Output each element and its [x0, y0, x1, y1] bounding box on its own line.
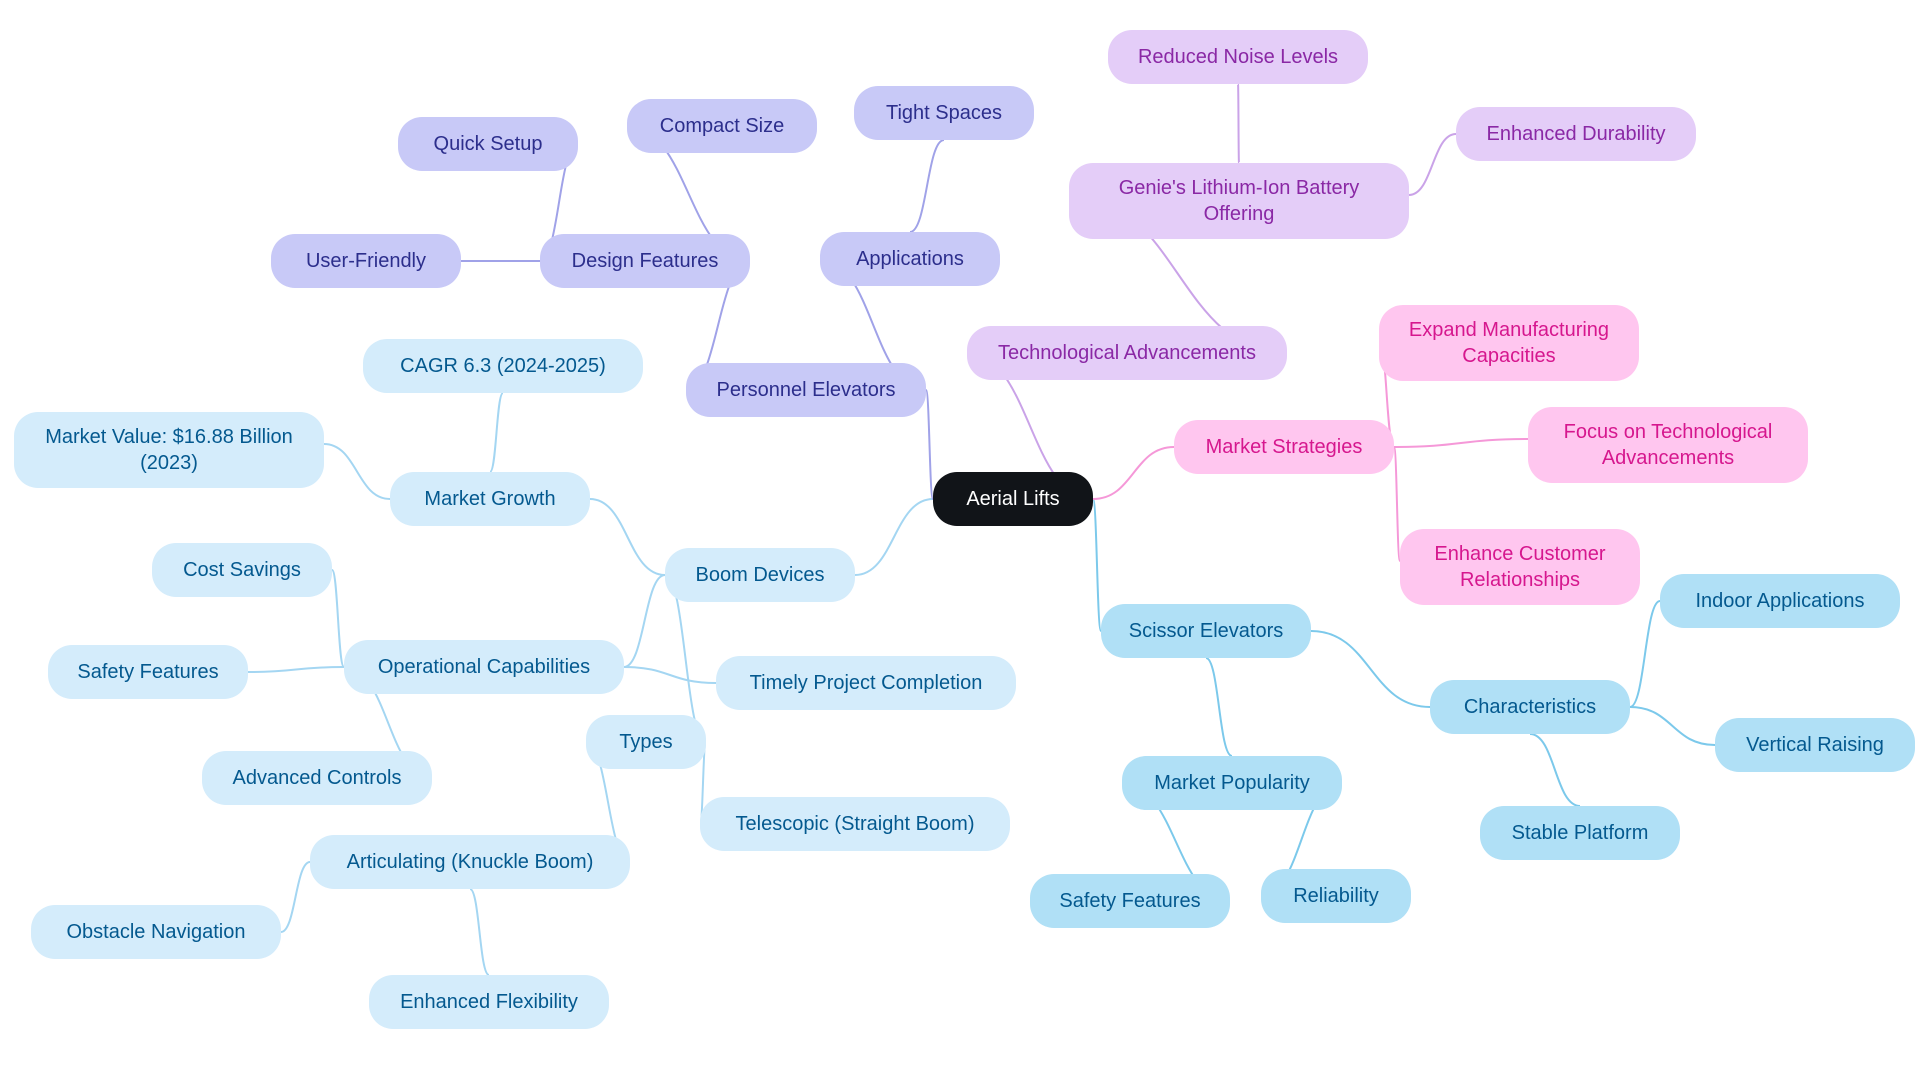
node-label: Indoor Applications — [1695, 588, 1864, 614]
mindmap-edge — [1394, 447, 1400, 561]
node-label: Market Value: $16.88 Billion (2023) — [38, 424, 300, 476]
mindmap-edge — [910, 140, 944, 232]
mindmap-node: Vertical Raising — [1715, 718, 1915, 772]
mindmap-node: Scissor Elevators — [1101, 604, 1311, 658]
mindmap-edge — [1630, 601, 1660, 707]
mindmap-node: Personnel Elevators — [686, 363, 926, 417]
mindmap-node: Indoor Applications — [1660, 574, 1900, 628]
mindmap-edge — [248, 667, 344, 672]
mindmap-edge — [1206, 658, 1232, 756]
mindmap-node: Advanced Controls — [202, 751, 432, 805]
mindmap-node: User-Friendly — [271, 234, 461, 288]
mindmap-node: Compact Size — [627, 99, 817, 153]
node-label: Safety Features — [1059, 888, 1200, 914]
mindmap-node: Characteristics — [1430, 680, 1630, 734]
node-label: Enhance Customer Relationships — [1424, 541, 1616, 593]
mindmap-node: Market Value: $16.88 Billion (2023) — [14, 412, 324, 488]
mindmap-node: Stable Platform — [1480, 806, 1680, 860]
mindmap-node: Market Growth — [390, 472, 590, 526]
mindmap-edge — [1630, 707, 1715, 745]
mindmap-node: Aerial Lifts — [933, 472, 1093, 526]
mindmap-node: Safety Features — [1030, 874, 1230, 928]
node-label: Market Growth — [424, 486, 555, 512]
mindmap-node: Technological Advancements — [967, 326, 1287, 380]
mindmap-node: Telescopic (Straight Boom) — [700, 797, 1010, 851]
mindmap-node: Articulating (Knuckle Boom) — [310, 835, 630, 889]
mindmap-edge — [624, 667, 716, 683]
node-label: Expand Manufacturing Capacities — [1403, 317, 1615, 369]
mindmap-node: Enhanced Flexibility — [369, 975, 609, 1029]
mindmap-node: Reduced Noise Levels — [1108, 30, 1368, 84]
mindmap-edge — [332, 570, 344, 667]
mindmap-node: Tight Spaces — [854, 86, 1034, 140]
node-label: CAGR 6.3 (2024-2025) — [400, 353, 606, 379]
mindmap-node: CAGR 6.3 (2024-2025) — [363, 339, 643, 393]
mindmap-node: Reliability — [1261, 869, 1411, 923]
node-label: Advanced Controls — [233, 765, 402, 791]
mindmap-edge — [1409, 134, 1456, 195]
mindmap-node: Applications — [820, 232, 1000, 286]
node-label: Reduced Noise Levels — [1138, 44, 1338, 70]
node-label: Timely Project Completion — [750, 670, 983, 696]
mindmap-edge — [490, 393, 503, 472]
node-label: Market Popularity — [1154, 770, 1310, 796]
node-label: Design Features — [572, 248, 719, 274]
node-label: Aerial Lifts — [966, 486, 1059, 512]
node-label: Characteristics — [1464, 694, 1596, 720]
mindmap-edge — [324, 444, 390, 499]
mindmap-edge — [470, 889, 489, 975]
mindmap-node: Safety Features — [48, 645, 248, 699]
node-label: Cost Savings — [183, 557, 301, 583]
mindmap-edge — [1093, 447, 1174, 499]
mindmap-node: Obstacle Navigation — [31, 905, 281, 959]
mindmap-node: Enhance Customer Relationships — [1400, 529, 1640, 605]
node-label: Stable Platform — [1512, 820, 1649, 846]
mindmap-edge — [1093, 499, 1101, 631]
node-label: Focus on Technological Advancements — [1552, 419, 1784, 471]
node-label: Tight Spaces — [886, 100, 1002, 126]
node-label: Applications — [856, 246, 964, 272]
node-label: Technological Advancements — [998, 340, 1256, 366]
mindmap-edge — [926, 390, 933, 499]
mindmap-edge — [1238, 84, 1239, 163]
mindmap-edge — [624, 575, 665, 667]
mindmap-node: Quick Setup — [398, 117, 578, 171]
node-label: Quick Setup — [434, 131, 543, 157]
node-label: Types — [619, 729, 672, 755]
mindmap-node: Design Features — [540, 234, 750, 288]
node-label: Vertical Raising — [1746, 732, 1884, 758]
mindmap-node: Boom Devices — [665, 548, 855, 602]
mindmap-node: Types — [586, 715, 706, 769]
mindmap-node: Enhanced Durability — [1456, 107, 1696, 161]
node-label: Enhanced Flexibility — [400, 989, 578, 1015]
node-label: Scissor Elevators — [1129, 618, 1284, 644]
mindmap-node: Operational Capabilities — [344, 640, 624, 694]
node-label: User-Friendly — [306, 248, 426, 274]
node-label: Operational Capabilities — [378, 654, 590, 680]
node-label: Articulating (Knuckle Boom) — [347, 849, 594, 875]
mindmap-edge — [1394, 439, 1528, 447]
mindmap-node: Genie's Lithium-Ion Battery Offering — [1069, 163, 1409, 239]
node-label: Personnel Elevators — [717, 377, 896, 403]
node-label: Telescopic (Straight Boom) — [736, 811, 975, 837]
node-label: Market Strategies — [1206, 434, 1363, 460]
node-label: Safety Features — [77, 659, 218, 685]
mindmap-edge — [855, 499, 933, 575]
mindmap-node: Cost Savings — [152, 543, 332, 597]
mindmap-node: Market Strategies — [1174, 420, 1394, 474]
mindmap-node: Expand Manufacturing Capacities — [1379, 305, 1639, 381]
mindmap-node: Focus on Technological Advancements — [1528, 407, 1808, 483]
node-label: Obstacle Navigation — [67, 919, 246, 945]
mindmap-edge — [590, 499, 665, 575]
node-label: Reliability — [1293, 883, 1379, 909]
mindmap-node: Timely Project Completion — [716, 656, 1016, 710]
mindmap-edge — [1311, 631, 1430, 707]
mindmap-edge — [281, 862, 310, 932]
node-label: Boom Devices — [696, 562, 825, 588]
node-label: Compact Size — [660, 113, 785, 139]
node-label: Enhanced Durability — [1487, 121, 1666, 147]
mindmap-node: Market Popularity — [1122, 756, 1342, 810]
node-label: Genie's Lithium-Ion Battery Offering — [1093, 175, 1385, 227]
mindmap-edge — [1530, 734, 1580, 806]
